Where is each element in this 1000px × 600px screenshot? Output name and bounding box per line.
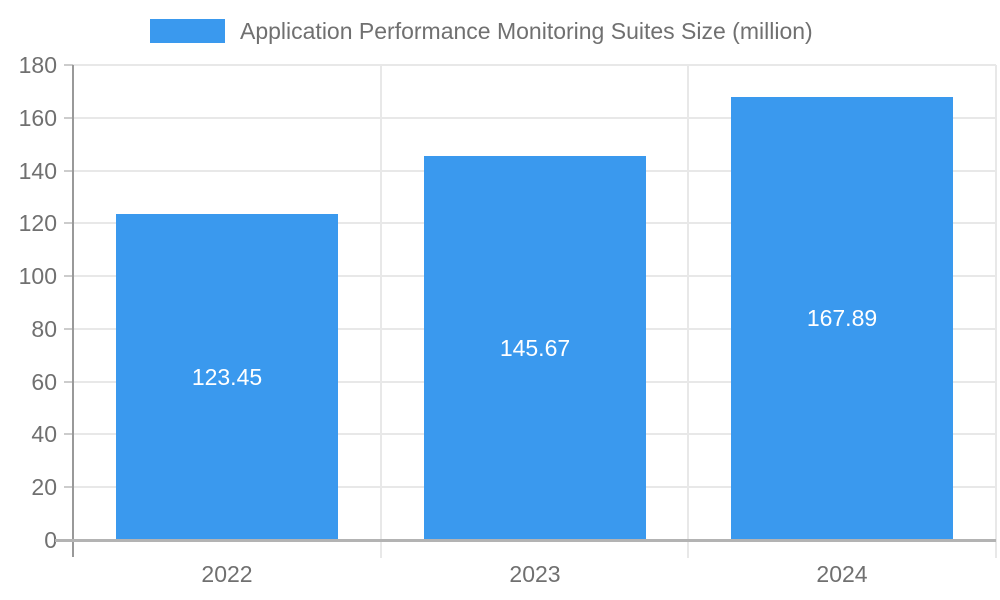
legend-item[interactable]: Application Performance Monitoring Suite… bbox=[150, 19, 813, 43]
y-axis-tick bbox=[64, 327, 73, 330]
y-axis-tick bbox=[64, 64, 73, 66]
x-axis-category-label: 2022 bbox=[201, 561, 253, 587]
y-axis-tick bbox=[64, 222, 73, 225]
y-axis-tick-label: 100 bbox=[18, 263, 57, 290]
y-axis-tick bbox=[64, 380, 73, 383]
bar bbox=[116, 214, 338, 540]
x-axis-baseline bbox=[55, 539, 996, 542]
y-axis-tick-label: 20 bbox=[31, 474, 57, 501]
y-axis-tick-label: 0 bbox=[44, 527, 57, 553]
y-axis-tick-label: 120 bbox=[18, 210, 57, 237]
y-axis-tick-label: 60 bbox=[31, 368, 57, 395]
x-axis-category-label: 2024 bbox=[816, 561, 868, 587]
h-gridline bbox=[73, 64, 996, 66]
y-axis-tick bbox=[64, 275, 73, 278]
bar-value-label: 145.67 bbox=[499, 335, 571, 361]
v-gridline bbox=[687, 65, 690, 558]
legend-label: Application Performance Monitoring Suite… bbox=[240, 18, 813, 44]
h-gridline bbox=[73, 116, 996, 119]
y-axis-tick-label: 180 bbox=[18, 52, 57, 78]
legend-swatch bbox=[150, 19, 225, 43]
x-axis-category-label: 2023 bbox=[509, 561, 561, 587]
v-gridline bbox=[995, 65, 997, 558]
bar bbox=[424, 156, 646, 540]
y-axis-tick-label: 80 bbox=[31, 315, 57, 342]
y-axis-tick bbox=[64, 433, 73, 436]
y-axis-tick bbox=[64, 169, 73, 172]
y-axis-tick-label: 40 bbox=[31, 421, 57, 448]
y-axis-tick-label: 140 bbox=[18, 157, 57, 184]
v-gridline bbox=[379, 65, 382, 558]
y-axis-tick bbox=[64, 116, 73, 119]
bar-value-label: 167.89 bbox=[806, 305, 878, 331]
bar-value-label: 123.45 bbox=[191, 364, 263, 390]
bar bbox=[731, 97, 953, 540]
y-axis-tick-label: 160 bbox=[18, 104, 57, 131]
y-axis-tick bbox=[64, 486, 73, 489]
y-axis-line bbox=[72, 65, 74, 557]
